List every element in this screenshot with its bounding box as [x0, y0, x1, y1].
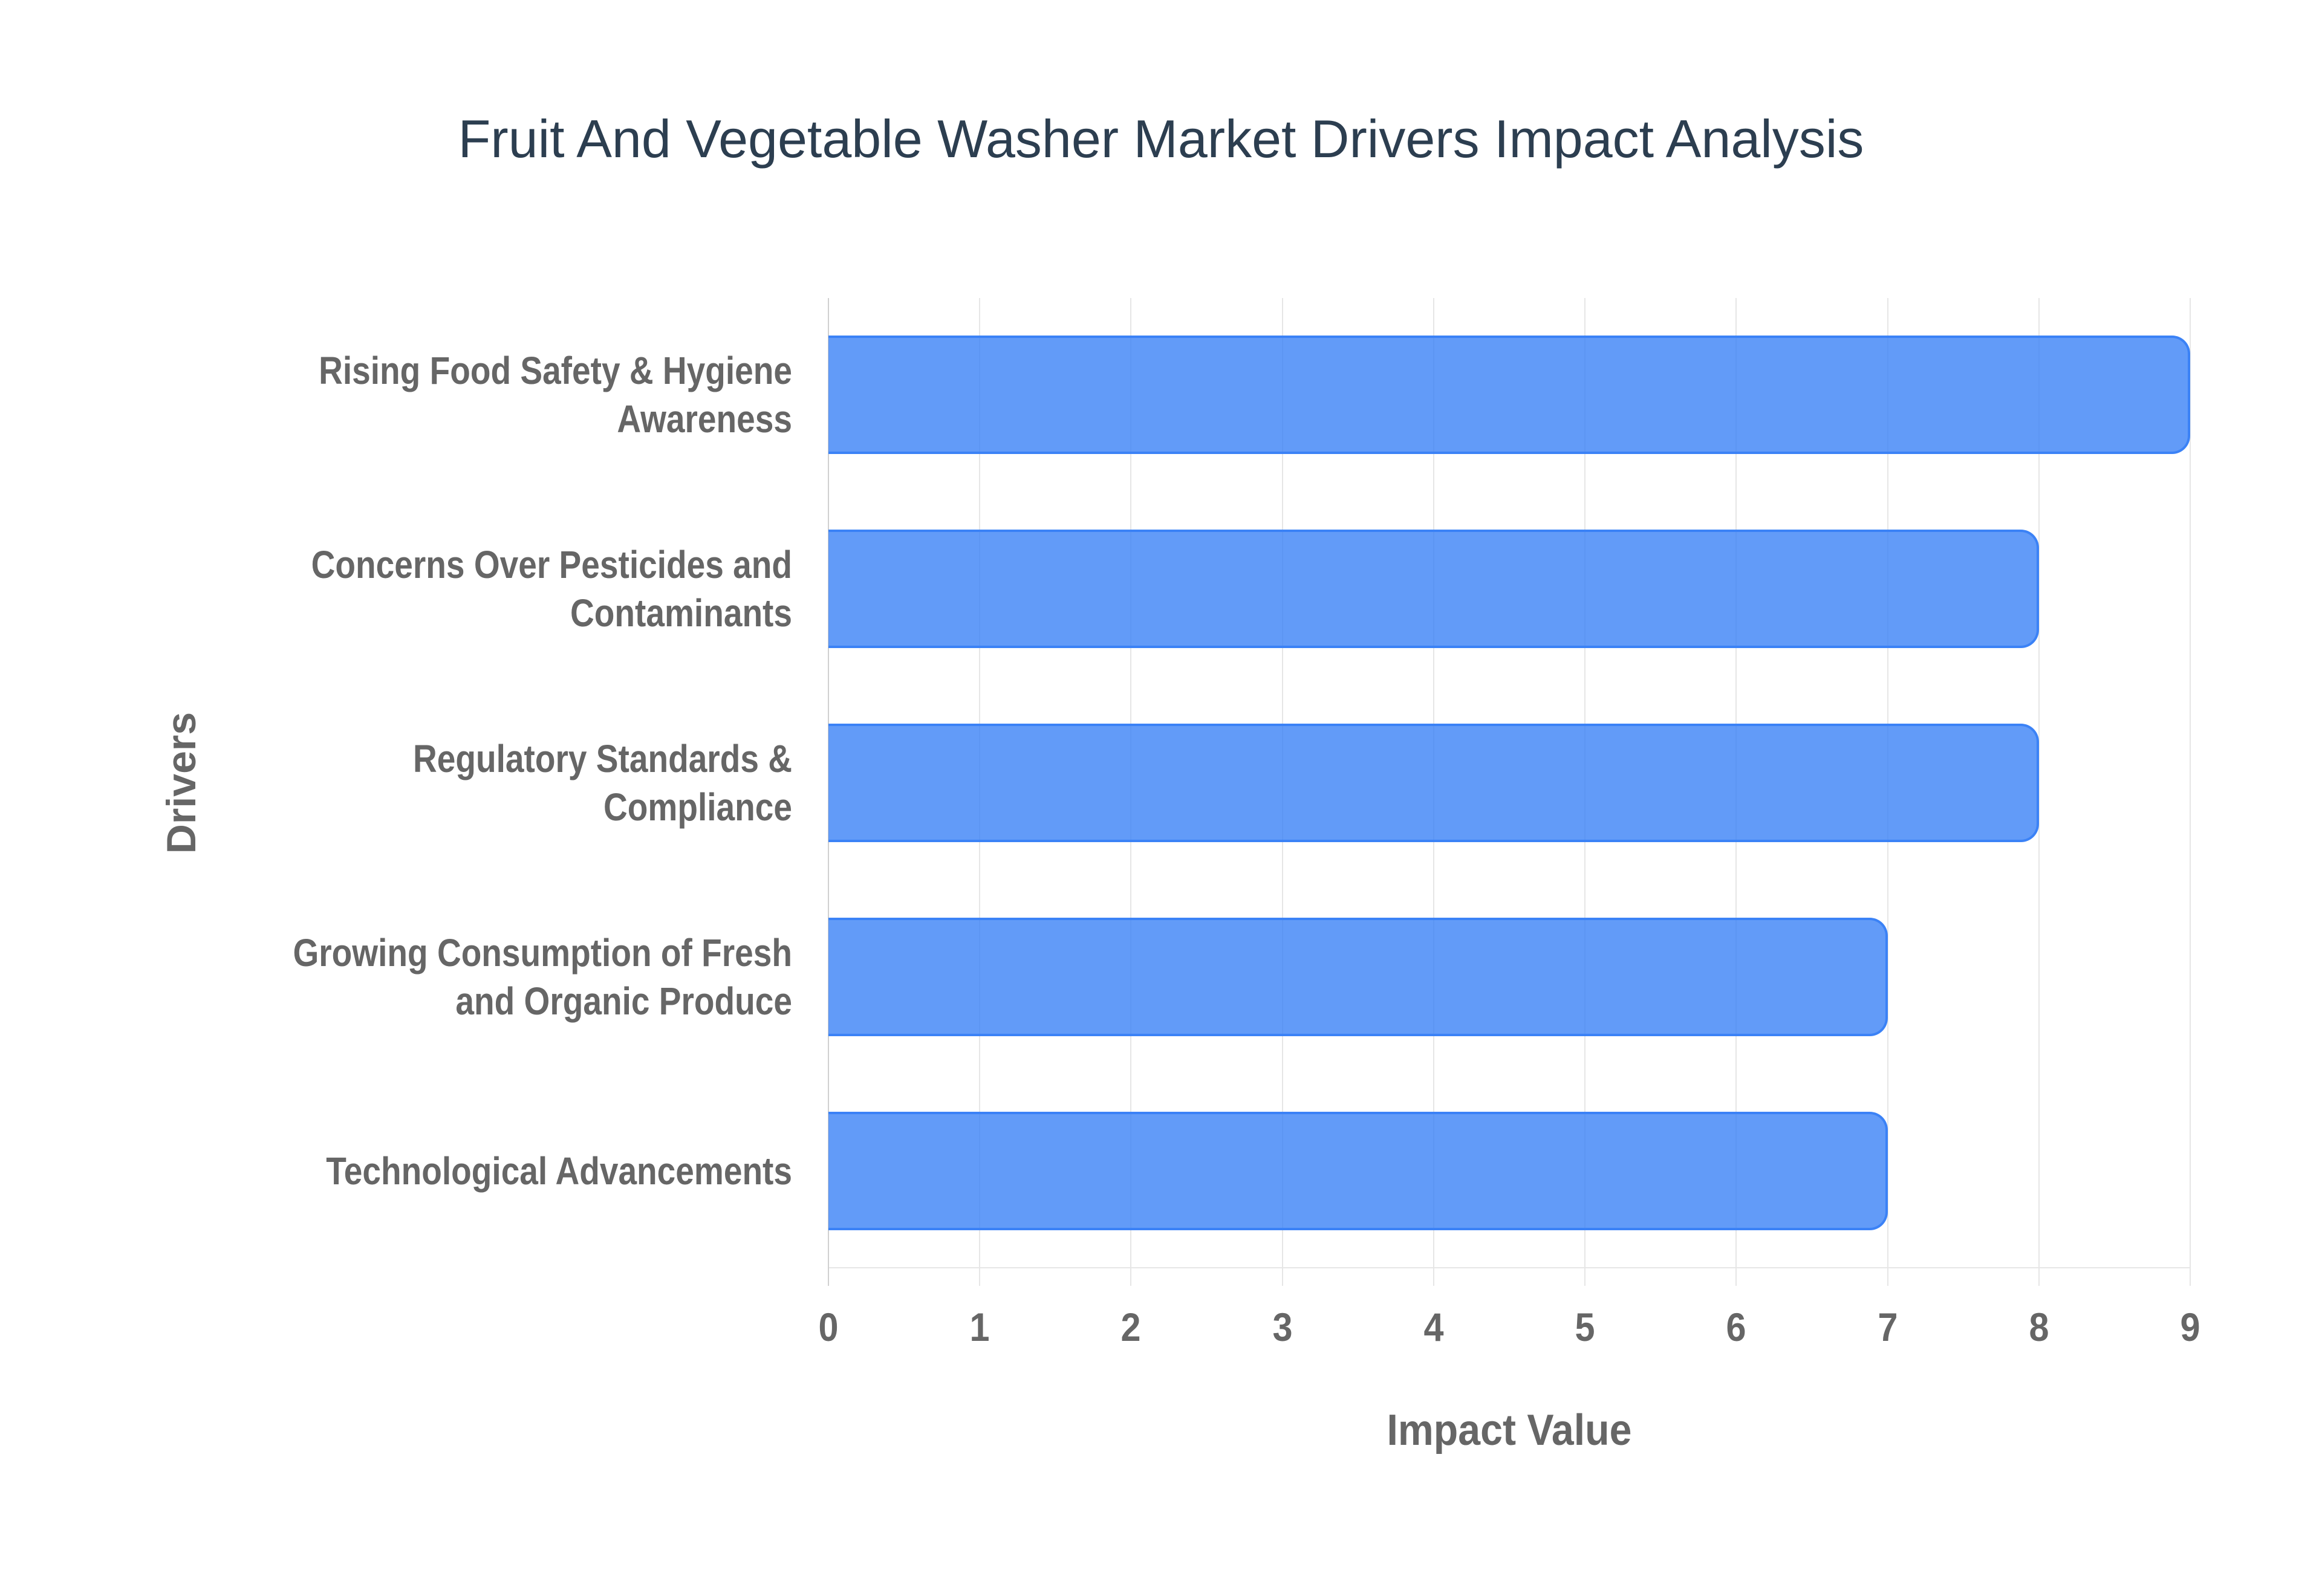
bar[interactable]: [828, 724, 2039, 842]
x-tick-label: 9: [2180, 1305, 2200, 1349]
x-tick-label: 4: [1423, 1305, 1444, 1349]
bar[interactable]: [828, 336, 2190, 455]
y-axis-label: Rising Food Safety & Hygiene Awareness: [319, 349, 792, 441]
bar[interactable]: [828, 1111, 1888, 1230]
chart-title: Fruit And Vegetable Washer Market Driver…: [458, 109, 1864, 169]
bar[interactable]: [828, 530, 2039, 649]
bar[interactable]: [828, 917, 1888, 1036]
y-axis-label: Technological Advancements: [326, 1149, 792, 1193]
y-axis-label: Concerns Over Pesticides and Contaminant…: [311, 543, 792, 635]
x-tick-label: 0: [818, 1305, 839, 1349]
x-axis-title: Impact Value: [1387, 1406, 1632, 1455]
y-axis-label: Regulatory Standards & Compliance: [413, 737, 792, 829]
x-tick-label: 3: [1272, 1305, 1293, 1349]
x-tick-label: 2: [1120, 1305, 1141, 1349]
x-tick-label: 8: [2029, 1305, 2049, 1349]
y-axis-title: Drivers: [158, 712, 204, 854]
gridline: [2038, 298, 2040, 1286]
plot-area: [828, 298, 2191, 1286]
y-axis-label: Growing Consumption of Fresh and Organic…: [293, 930, 792, 1023]
x-tick-label: 5: [1575, 1305, 1595, 1349]
x-tick-label: 6: [1726, 1305, 1746, 1349]
gridline: [2190, 298, 2191, 1286]
x-tick-label: 1: [969, 1305, 990, 1349]
x-tick-label: 7: [1878, 1305, 1898, 1349]
x-axis-line: [828, 1267, 2190, 1268]
